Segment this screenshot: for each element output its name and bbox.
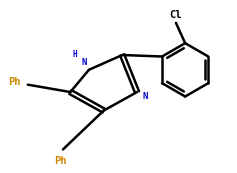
Text: N: N (82, 58, 87, 67)
Text: H: H (73, 51, 77, 60)
Text: Cl: Cl (170, 10, 182, 20)
Text: N: N (142, 92, 148, 101)
Text: Ph: Ph (54, 156, 66, 166)
Text: Ph: Ph (9, 78, 21, 87)
